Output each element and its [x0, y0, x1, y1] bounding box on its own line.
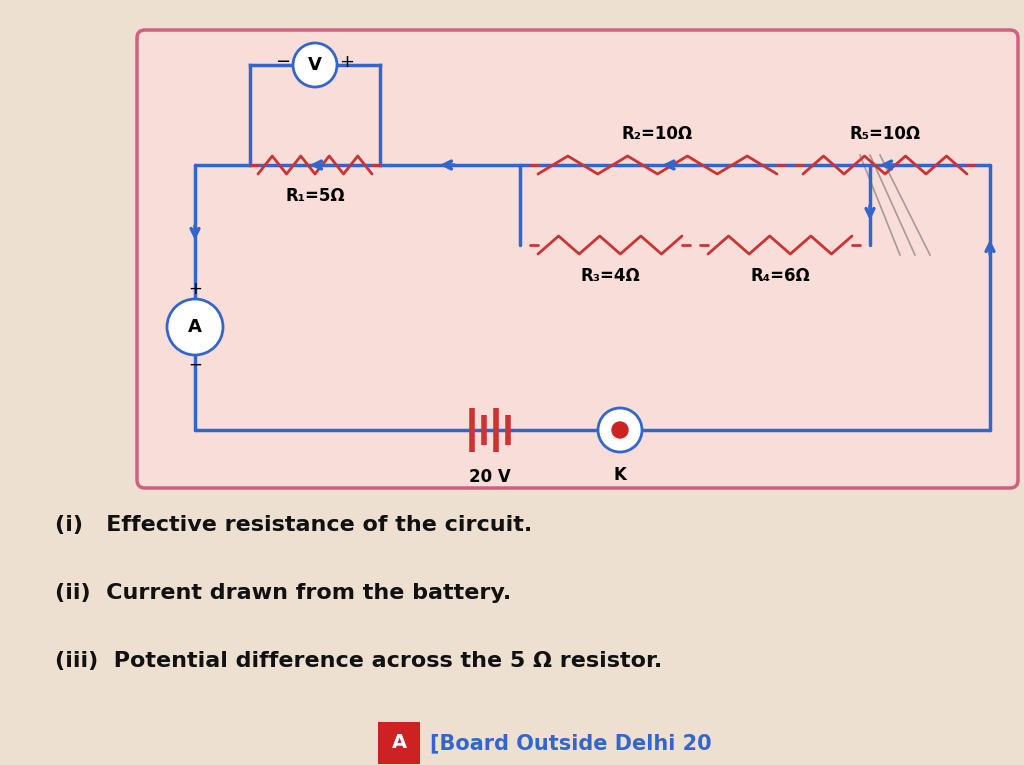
Text: −: −: [188, 356, 202, 374]
Text: A: A: [391, 734, 407, 753]
Text: −: −: [275, 53, 291, 71]
Text: R₄=6Ω: R₄=6Ω: [751, 267, 810, 285]
Text: [Board Outside Delhi 20: [Board Outside Delhi 20: [430, 733, 712, 753]
Text: (iii)  Potential difference across the 5 Ω resistor.: (iii) Potential difference across the 5 …: [55, 651, 663, 671]
Text: R₁=5Ω: R₁=5Ω: [286, 187, 345, 205]
Text: A: A: [188, 318, 202, 336]
Text: V: V: [308, 56, 322, 74]
Text: +: +: [340, 53, 354, 71]
Circle shape: [167, 299, 223, 355]
Text: R₂=10Ω: R₂=10Ω: [622, 125, 693, 143]
FancyBboxPatch shape: [137, 30, 1018, 488]
Text: (i)   Effective resistance of the circuit.: (i) Effective resistance of the circuit.: [55, 515, 532, 535]
Circle shape: [598, 408, 642, 452]
Text: (ii)  Current drawn from the battery.: (ii) Current drawn from the battery.: [55, 583, 511, 603]
Text: +: +: [188, 280, 202, 298]
Text: 20 V: 20 V: [469, 468, 511, 486]
FancyBboxPatch shape: [378, 722, 420, 764]
Text: R₃=4Ω: R₃=4Ω: [581, 267, 640, 285]
Text: K: K: [613, 466, 627, 484]
Circle shape: [293, 43, 337, 87]
Text: R₅=10Ω: R₅=10Ω: [850, 125, 921, 143]
Circle shape: [612, 422, 628, 438]
